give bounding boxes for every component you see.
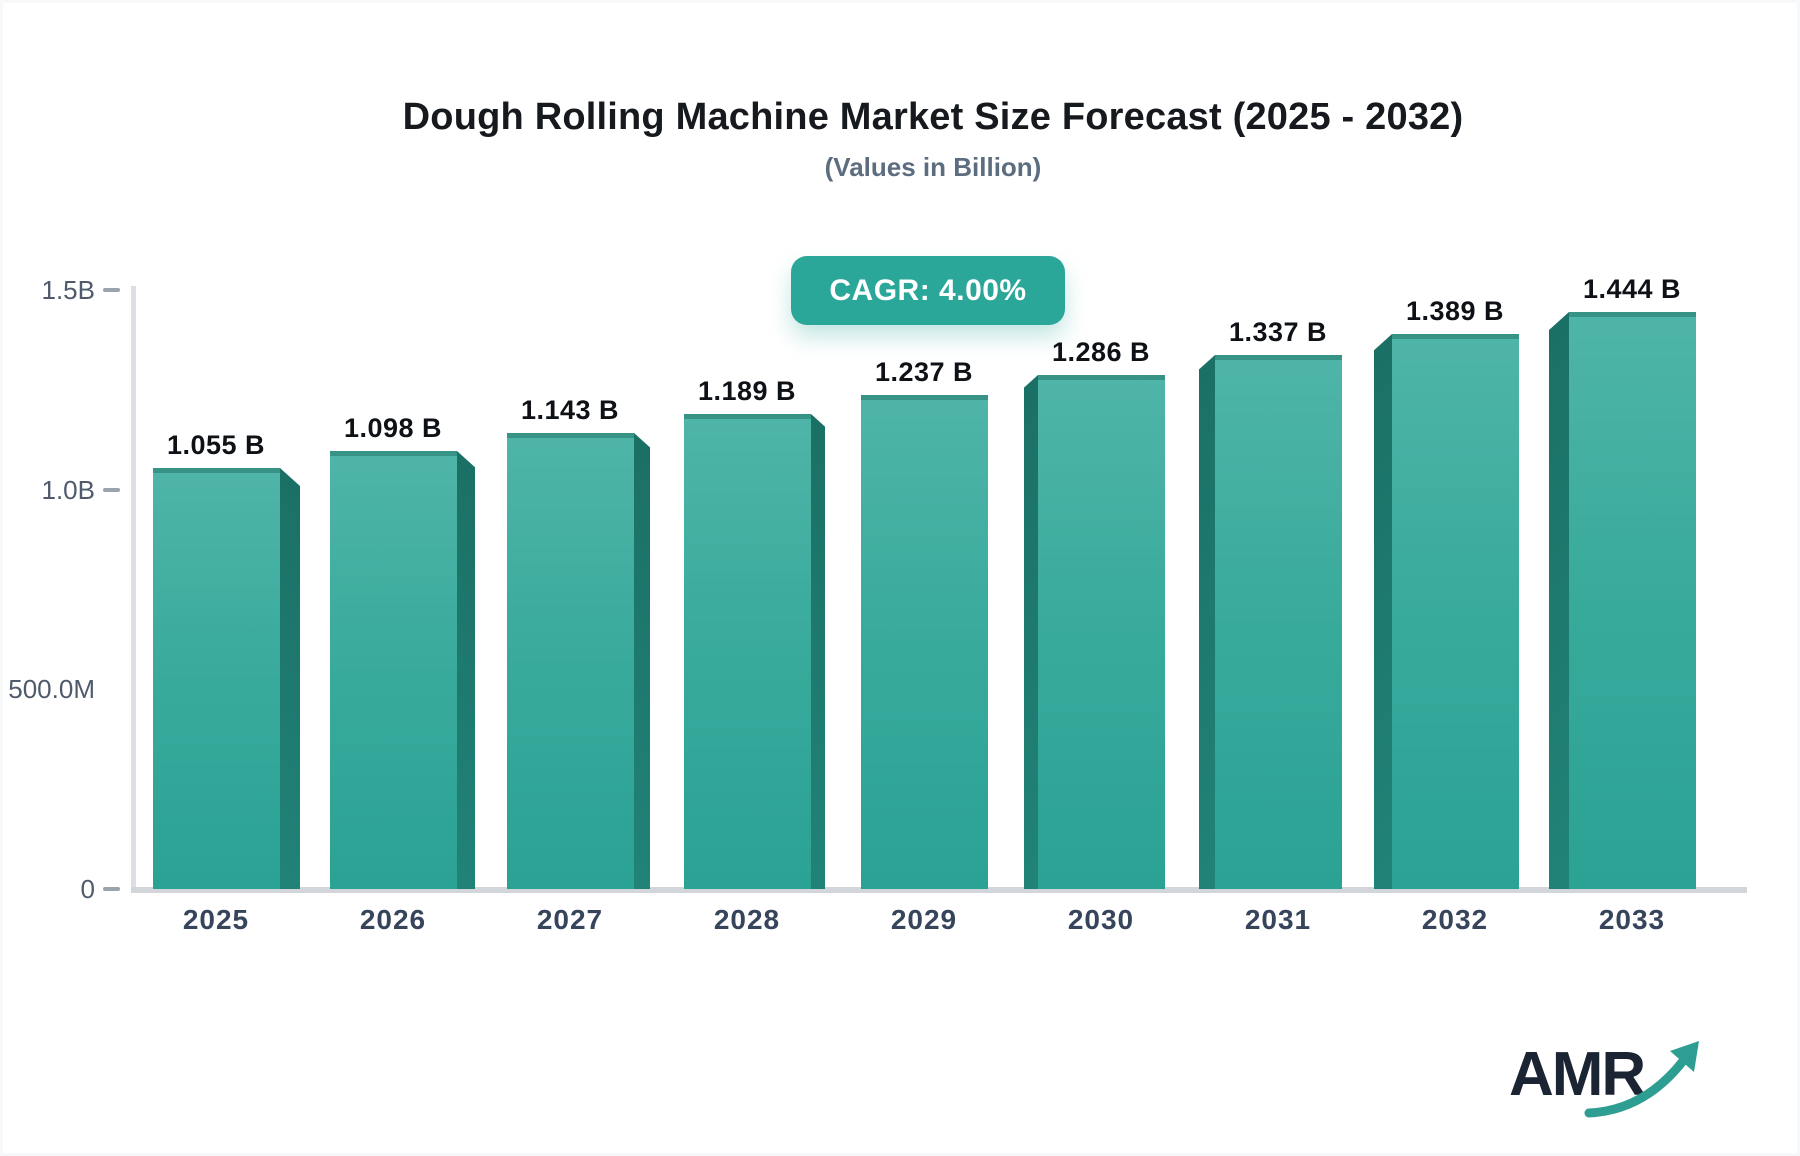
bar-2030	[1023, 375, 1165, 889]
y-axis-label-1.5B: 1.5B	[41, 275, 96, 305]
y-axis-tick-1.0B	[103, 487, 120, 492]
y-axis-label-1.0B: 1.0B	[41, 474, 96, 505]
bar-face-2033	[1568, 312, 1696, 889]
bar-face-2032	[1391, 334, 1519, 889]
bar-2029	[860, 395, 988, 889]
x-axis-label-2033: 2033	[1598, 904, 1666, 935]
bar-face-2025	[152, 468, 280, 889]
bar-face-2027	[506, 433, 634, 889]
y-axis-tick-1.5B	[103, 288, 120, 292]
x-axis-label-2026: 2026	[359, 904, 427, 935]
bar-2027	[506, 433, 650, 889]
bar-2028	[683, 414, 825, 889]
bar-value-label-2026: 1.098 B	[343, 413, 443, 443]
bar-value-label-2028: 1.189 B	[697, 376, 797, 406]
x-axis-label-2031: 2031	[1244, 904, 1312, 935]
bar-2033	[1548, 312, 1696, 889]
bar-value-label-2033: 1.444 B	[1582, 274, 1682, 304]
cagr-badge-label: CAGR: 4.00%	[829, 273, 1027, 307]
bar-value-label-2030: 1.286 B	[1051, 337, 1151, 367]
bar-side-2028	[810, 414, 825, 889]
chart-subtitle: (Values in Billion)	[824, 152, 1042, 182]
bar-face-2029	[860, 395, 988, 889]
bar-value-label-2027: 1.143 B	[520, 395, 620, 425]
y-axis-label-0: 0	[80, 874, 95, 904]
bar-2031	[1198, 355, 1342, 889]
amr-logo: AMR	[1509, 1040, 1699, 1118]
bar-side-2027	[633, 433, 650, 889]
x-axis-label-2030: 2030	[1067, 904, 1135, 935]
bar-2025	[152, 468, 300, 889]
bar-face-2030	[1037, 375, 1165, 889]
bar-value-label-2029: 1.237 B	[874, 357, 974, 387]
x-axis-label-2028: 2028	[713, 904, 781, 935]
bar-value-label-2025: 1.055 B	[166, 430, 266, 460]
x-axis-label-2027: 2027	[536, 904, 604, 935]
amr-logo-arrowhead-icon	[1670, 1041, 1699, 1072]
cagr-badge: CAGR: 4.00%	[791, 256, 1065, 325]
x-axis-label-2029: 2029	[890, 904, 958, 935]
bar-2026	[329, 451, 475, 889]
y-axis-tick-0	[103, 887, 120, 891]
x-axis-label-2025: 2025	[182, 904, 250, 935]
chart-title: Dough Rolling Machine Market Size Foreca…	[402, 96, 1464, 138]
bar-side-2031	[1198, 355, 1215, 889]
bar-side-2025	[279, 468, 300, 889]
x-axis-label-2032: 2032	[1421, 904, 1489, 935]
bar-value-label-2031: 1.337 B	[1228, 317, 1328, 347]
bar-face-2031	[1214, 355, 1342, 889]
bar-side-2033	[1548, 312, 1569, 889]
y-axis-line	[131, 286, 136, 893]
amr-logo-arrow-swoosh	[1584, 1056, 1688, 1118]
y-axis-label-500.0M: 500.0M	[8, 674, 95, 705]
bar-side-2026	[456, 451, 475, 889]
amr-logo-text: AMR	[1509, 1040, 1645, 1109]
bar-value-label-2032: 1.389 B	[1405, 296, 1505, 326]
bar-side-2032	[1373, 334, 1392, 889]
x-axis-baseline	[131, 887, 1747, 893]
bar-face-2028	[683, 414, 811, 889]
bar-face-2026	[329, 451, 457, 889]
bar-side-2030	[1023, 375, 1038, 889]
bar-2032	[1373, 334, 1519, 889]
